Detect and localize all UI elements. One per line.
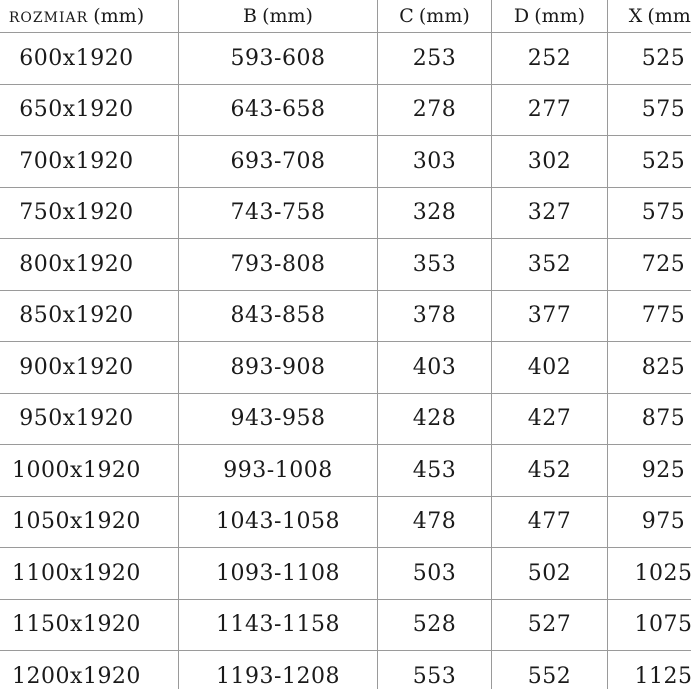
table-cell: 377 <box>491 289 608 342</box>
column-header-unit: (mm) <box>647 5 691 27</box>
table-row: 600x1920 593-608 253 252 525 <box>0 32 691 85</box>
table-cell: 975 <box>607 495 691 548</box>
table-cell: 403 <box>377 341 492 394</box>
table-cell: 825 <box>607 341 691 394</box>
table-cell: 1200x1920 <box>0 650 179 689</box>
table-cell: 925 <box>607 444 691 497</box>
table-cell: 328 <box>377 186 492 239</box>
table-cell: 527 <box>491 598 608 651</box>
table-cell: 1143-1158 <box>178 598 378 651</box>
table-row: 1050x1920 1043-1058 478 477 975 <box>0 495 691 548</box>
table-cell: 993-1008 <box>178 444 378 497</box>
table-cell: 525 <box>607 32 691 85</box>
table-cell: 303 <box>377 135 492 188</box>
table-cell: 352 <box>491 238 608 291</box>
table-cell: 725 <box>607 238 691 291</box>
table-cell: 1000x1920 <box>0 444 179 497</box>
table-row: 650x1920 643-658 278 277 575 <box>0 83 691 136</box>
table-cell: 793-808 <box>178 238 378 291</box>
column-header-x: X (mm) <box>607 0 691 33</box>
table-cell: 943-958 <box>178 392 378 445</box>
table-cell: 575 <box>607 186 691 239</box>
table-row: 1150x1920 1143-1158 528 527 1075 <box>0 598 691 651</box>
table-row: 800x1920 793-808 353 352 725 <box>0 238 691 291</box>
column-header-unit: (mm) <box>93 5 145 27</box>
table-cell: 452 <box>491 444 608 497</box>
table-cell: 875 <box>607 392 691 445</box>
table-body: 600x1920 593-608 253 252 525 650x1920 643-658 2… <box>0 32 691 689</box>
table-cell: 552 <box>491 650 608 689</box>
table-cell: 453 <box>377 444 492 497</box>
column-header-d: D (mm) <box>491 0 608 33</box>
column-header-rozmiar: ROZMIAR (mm) <box>0 0 179 33</box>
column-header-unit: (mm) <box>534 5 586 27</box>
column-header-label: C <box>399 5 414 27</box>
table-cell: 1043-1058 <box>178 495 378 548</box>
column-header-b: B (mm) <box>178 0 378 33</box>
table-cell: 278 <box>377 83 492 136</box>
table-cell: 650x1920 <box>0 83 179 136</box>
table-cell: 353 <box>377 238 492 291</box>
table-cell: 900x1920 <box>0 341 179 394</box>
table-cell: 800x1920 <box>0 238 179 291</box>
table-cell: 1050x1920 <box>0 495 179 548</box>
column-header-unit: (mm) <box>418 5 470 27</box>
table-cell: 1150x1920 <box>0 598 179 651</box>
table-cell: 743-758 <box>178 186 378 239</box>
column-header-label: ROZMIAR <box>8 10 89 26</box>
table-cell: 1075 <box>607 598 691 651</box>
table-cell: 600x1920 <box>0 32 179 85</box>
column-header-unit: (mm) <box>262 5 313 27</box>
table-cell: 528 <box>377 598 492 651</box>
column-header-label: B <box>243 5 257 27</box>
table-row: 1000x1920 993-1008 453 452 925 <box>0 444 691 497</box>
table-cell: 477 <box>491 495 608 548</box>
table-row: 850x1920 843-858 378 377 775 <box>0 289 691 342</box>
table-cell: 893-908 <box>178 341 378 394</box>
table-cell: 277 <box>491 83 608 136</box>
column-header-label: X <box>628 5 643 27</box>
table-cell: 593-608 <box>178 32 378 85</box>
table-cell: 850x1920 <box>0 289 179 342</box>
table-cell: 553 <box>377 650 492 689</box>
table-cell: 693-708 <box>178 135 378 188</box>
table-cell: 503 <box>377 547 492 600</box>
table-cell: 478 <box>377 495 492 548</box>
table-cell: 428 <box>377 392 492 445</box>
table-cell: 378 <box>377 289 492 342</box>
table-cell: 1025 <box>607 547 691 600</box>
table-cell: 253 <box>377 32 492 85</box>
table-row: 750x1920 743-758 328 327 575 <box>0 186 691 239</box>
column-header-label: D <box>513 5 530 27</box>
table-cell: 1193-1208 <box>178 650 378 689</box>
column-header-c: C (mm) <box>377 0 492 33</box>
table-cell: 1100x1920 <box>0 547 179 600</box>
table-row: 900x1920 893-908 403 402 825 <box>0 341 691 394</box>
table-cell: 643-658 <box>178 83 378 136</box>
table-cell: 427 <box>491 392 608 445</box>
table-row: 950x1920 943-958 428 427 875 <box>0 392 691 445</box>
header-row: ROZMIAR (mm) B (mm) C (mm) D (mm) X (m <box>0 0 691 33</box>
table-cell: 302 <box>491 135 608 188</box>
table-row: 700x1920 693-708 303 302 525 <box>0 135 691 188</box>
table-cell: 402 <box>491 341 608 394</box>
table-cell: 575 <box>607 83 691 136</box>
table-cell: 1093-1108 <box>178 547 378 600</box>
table-cell: 1125 <box>607 650 691 689</box>
table-cell: 502 <box>491 547 608 600</box>
table-cell: 750x1920 <box>0 186 179 239</box>
table-cell: 525 <box>607 135 691 188</box>
table-cell: 327 <box>491 186 608 239</box>
table-cell: 775 <box>607 289 691 342</box>
table-row: 1100x1920 1093-1108 503 502 1025 <box>0 547 691 600</box>
table-cell: 252 <box>491 32 608 85</box>
table-row: 1200x1920 1193-1208 553 552 1125 <box>0 650 691 689</box>
table-cell: 843-858 <box>178 289 378 342</box>
table-cell: 950x1920 <box>0 392 179 445</box>
table-cell: 700x1920 <box>0 135 179 188</box>
